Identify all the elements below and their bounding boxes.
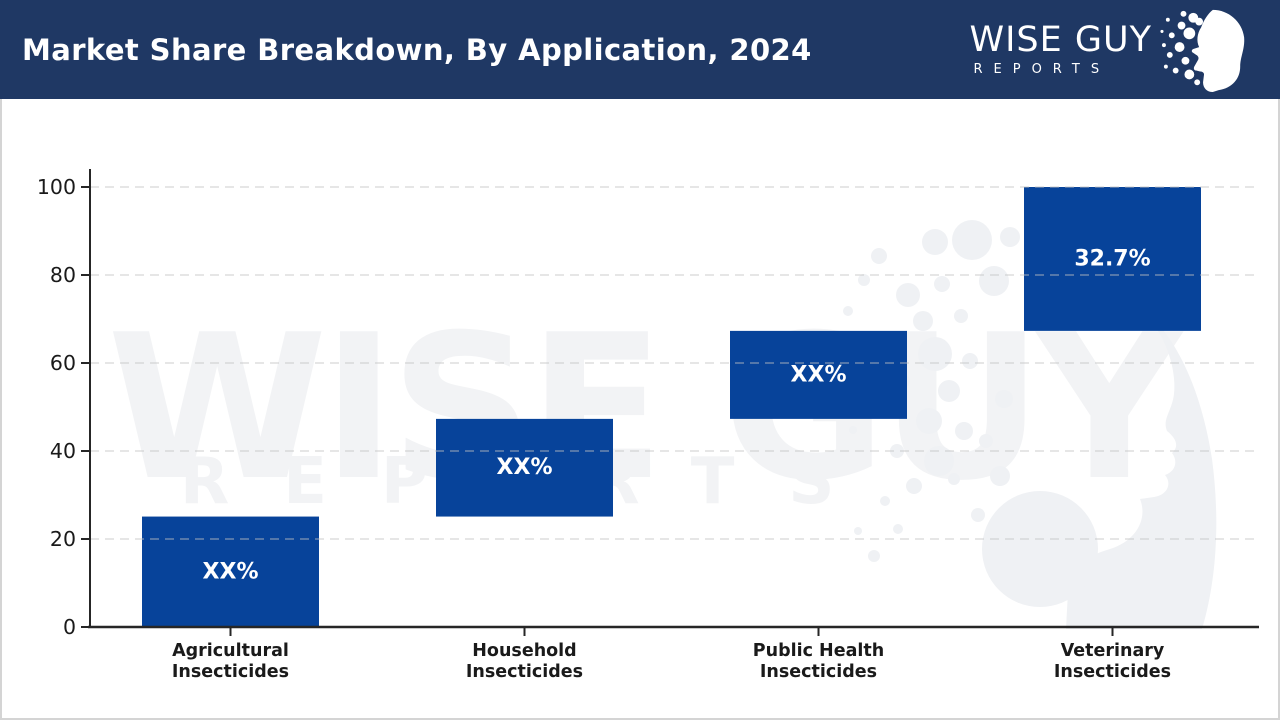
watermark-dot [979,266,1009,296]
page-title: Market Share Breakdown, By Application, … [22,32,812,67]
y-tick-label: 0 [63,615,76,639]
watermark-dot [934,276,950,292]
y-tick-label: 100 [37,175,76,199]
watermark-dot [979,434,993,448]
watermark-dot [916,408,942,434]
watermark-dot [938,380,960,402]
wiseguy-logo-text: WISE GUY REPORTS [969,20,1152,77]
watermark-dot [982,491,1098,607]
dotted-head-profile-icon [1160,9,1245,92]
watermark-dot [868,550,880,562]
bar-value-label: XX% [497,455,553,480]
watermark-dot [858,274,870,286]
watermark-dot [922,229,948,255]
y-tick-label: 20 [50,527,76,551]
watermark-dot [924,446,954,476]
watermark-dot [906,478,922,494]
watermark-wordmark: WISE GUY [107,292,1184,525]
watermark-dot [843,306,853,316]
watermark-dot [955,422,973,440]
y-tick-label: 60 [50,351,76,375]
y-tick-label: 40 [50,439,76,463]
logo-subtitle: REPORTS [973,62,1111,77]
watermark-dot [871,248,887,264]
bar-segment [1024,187,1201,331]
bar-segment [730,330,907,419]
watermark-dot [995,390,1013,408]
bar-segment [436,418,613,517]
watermark-dot [954,309,968,323]
x-category-label: Public Health Insecticides [753,641,884,682]
watermark-dot [962,353,978,369]
watermark-dot [990,466,1010,486]
watermark-dot [849,426,857,434]
watermark-dot [880,496,890,506]
bar-segment [142,516,319,627]
watermark-dot [918,337,952,371]
watermark-dot [971,508,985,522]
bar-value-label: XX% [791,362,847,387]
market-share-bar-chart: WISE GUYREPORTSXX%XX%XX%32.7%02040608010… [37,169,1259,682]
bar-value-label: XX% [203,559,259,584]
watermark-dot [952,220,992,260]
watermark-dot [893,524,903,534]
x-category-label: Household Insecticides [466,641,583,682]
dotted-head-profile-watermark [837,220,1217,629]
watermark-dot [948,473,960,485]
bar-value-label: 32.7% [1074,246,1150,271]
x-category-label: Veterinary Insecticides [1054,641,1171,682]
watermark-face-profile [1066,299,1217,629]
watermark-dot [854,527,862,535]
logo-wordmark: WISE GUY [969,20,1152,60]
watermark-dot [1000,227,1020,247]
watermark-dot [896,283,920,307]
chart-area: WISE GUYREPORTSXX%XX%XX%32.7%02040608010… [0,99,1280,720]
y-tick-label: 80 [50,263,76,287]
slide-header: Market Share Breakdown, By Application, … [0,0,1280,99]
watermark-dot [890,444,904,458]
watermark-dot [913,311,933,331]
wiseguy-logo: WISE GUY REPORTS [969,6,1254,94]
x-category-label: Agricultural Insecticides [172,641,289,682]
